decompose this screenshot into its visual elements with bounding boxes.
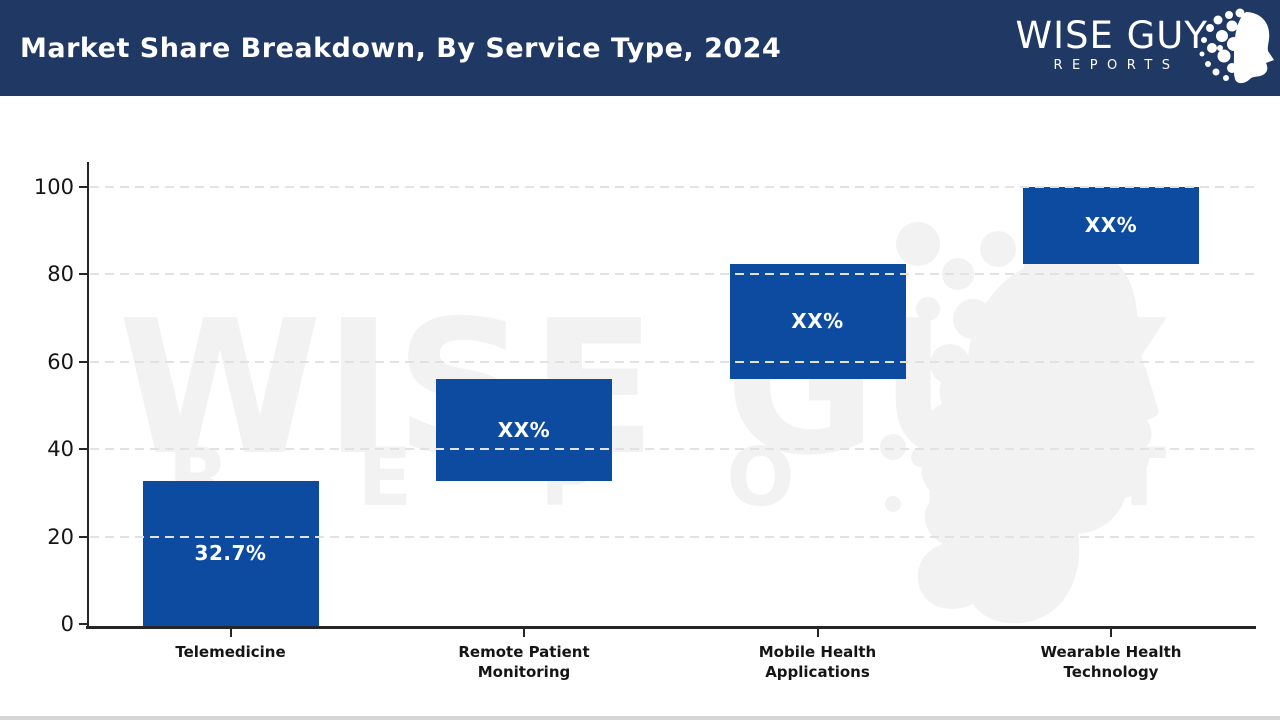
page-title: Market Share Breakdown, By Service Type,… (20, 32, 782, 64)
header-bar: Market Share Breakdown, By Service Type,… (0, 0, 1280, 96)
watermark-dotted-head-icon (858, 214, 1178, 658)
y-axis-tick-label: 100 (33, 174, 74, 199)
gridline (90, 360, 1256, 363)
chart-area: WISE GUY R E P O R T S 32.7% XX% XX% XX% 0 20… (0, 96, 1280, 716)
bar-segment: XX% (729, 263, 906, 379)
y-axis-tick (79, 535, 88, 538)
gridline (90, 273, 1256, 275)
x-axis-tick (229, 629, 232, 637)
y-axis-tick (79, 273, 88, 275)
bar-value-label: XX% (791, 309, 844, 334)
x-axis-line (86, 626, 1256, 629)
y-axis-tick-label: 60 (47, 349, 74, 374)
bar-value-label: XX% (1084, 213, 1138, 237)
y-axis-tick (79, 185, 88, 188)
x-axis-category-label: Remote Patient Monitoring (458, 643, 590, 681)
bar-segment: XX% (436, 379, 612, 481)
y-axis-line (87, 162, 89, 628)
brand-logo: WISE GUY REPORTS (1016, 6, 1274, 92)
x-axis-tick (523, 629, 525, 637)
dotted-head-logo-icon (1196, 8, 1276, 96)
bar-value-label: XX% (497, 417, 551, 442)
y-axis-tick-label: 0 (60, 612, 74, 636)
bar-segment: 32.7% (142, 480, 319, 626)
gridline (90, 535, 1256, 538)
brand-name: WISE GUY (1015, 14, 1208, 57)
y-axis-tick (79, 623, 88, 625)
bar-value-label: 32.7% (194, 541, 267, 566)
y-axis-tick-label: 80 (47, 262, 74, 286)
x-axis-category-label: Wearable Health Technology (1040, 643, 1182, 681)
y-axis-tick-label: 40 (47, 437, 74, 461)
brand-subtitle: REPORTS (1053, 58, 1180, 73)
gridline (90, 185, 1256, 188)
y-axis-tick (79, 448, 88, 450)
gridline (90, 448, 1256, 450)
bar-segment: XX% (1023, 186, 1199, 264)
x-axis-category-label: Telemedicine (175, 643, 286, 661)
footer-divider (0, 716, 1280, 720)
x-axis-tick (816, 629, 819, 637)
x-axis-tick (1110, 629, 1112, 637)
y-axis-tick (79, 360, 88, 363)
y-axis-tick-label: 20 (47, 524, 74, 549)
brand-logo-text: WISE GUY REPORTS (1015, 14, 1208, 74)
x-axis-category-label: Mobile Health Applications (758, 643, 877, 681)
